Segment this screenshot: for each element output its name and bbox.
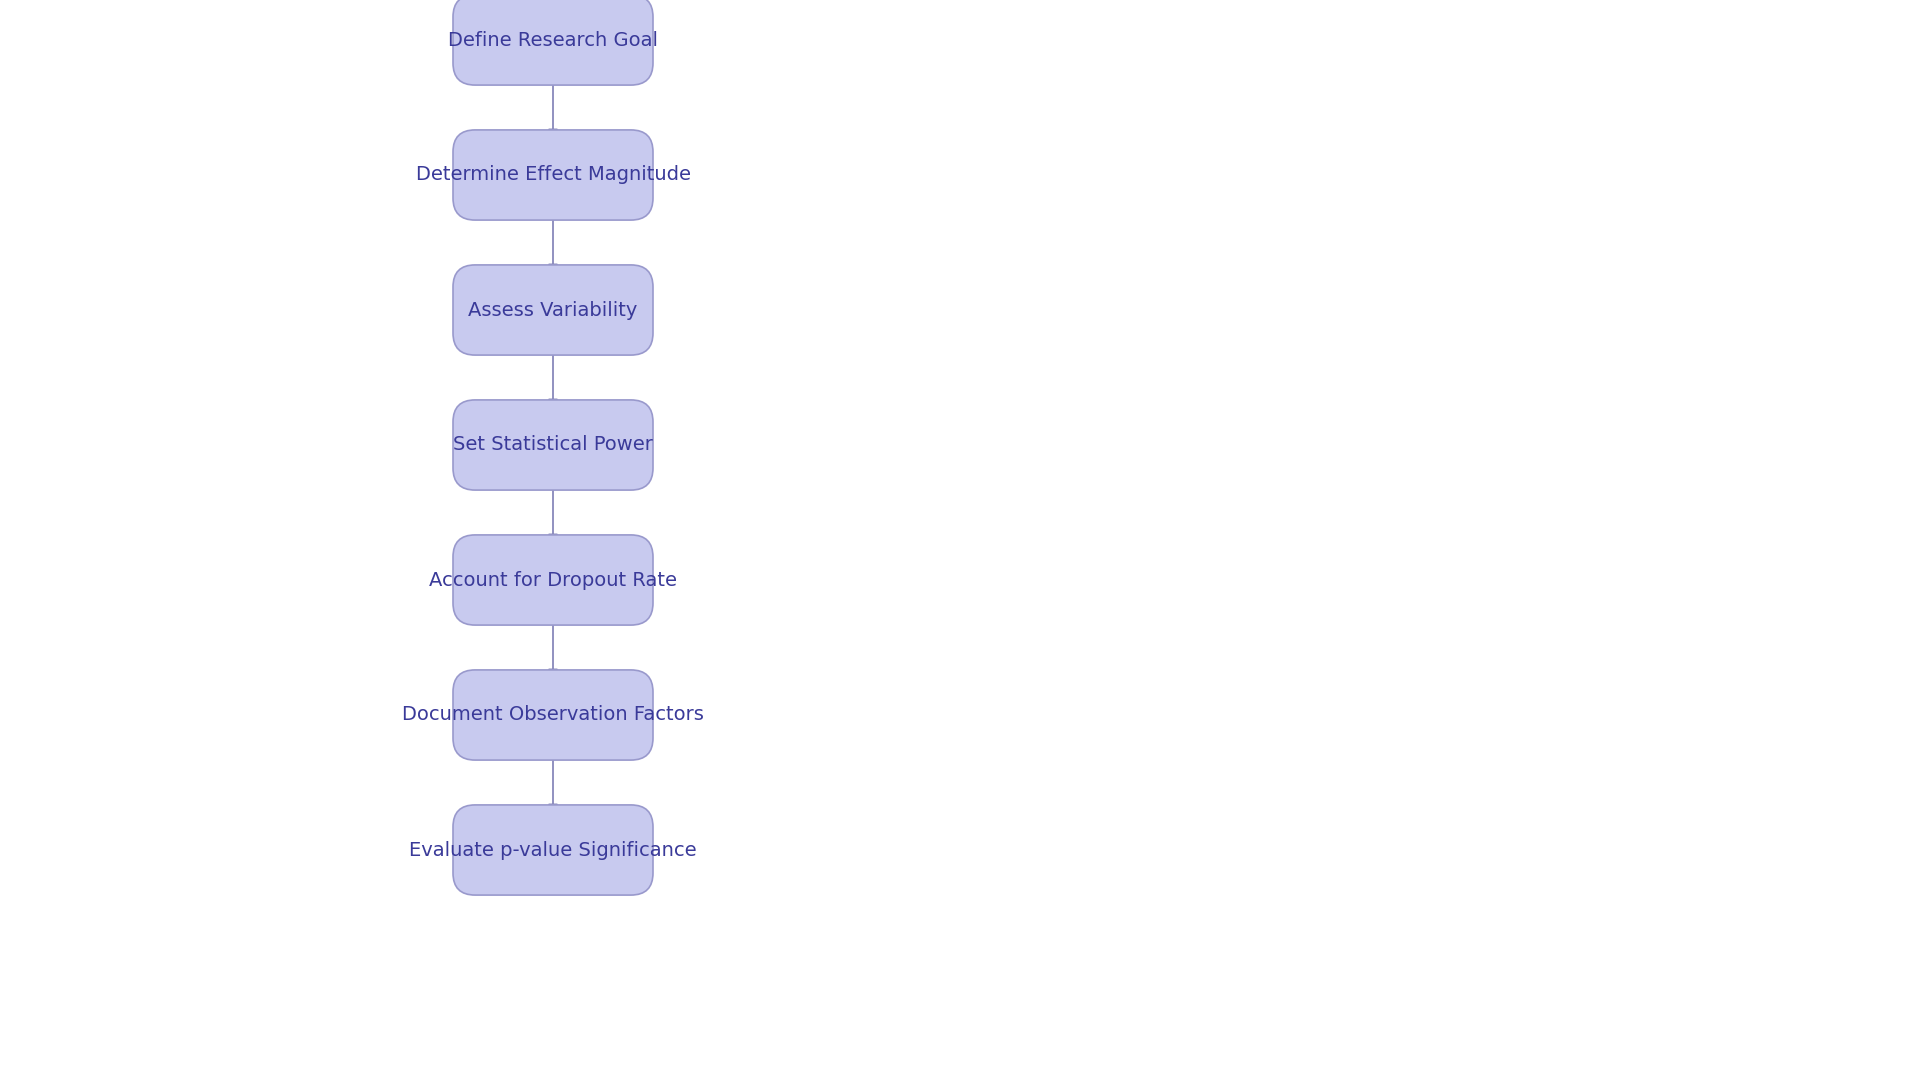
Text: Set Statistical Power: Set Statistical Power <box>453 435 653 455</box>
Text: Evaluate p-value Significance: Evaluate p-value Significance <box>409 840 697 860</box>
FancyBboxPatch shape <box>453 535 653 625</box>
Text: Document Observation Factors: Document Observation Factors <box>401 705 705 725</box>
Text: Account for Dropout Rate: Account for Dropout Rate <box>428 571 678 589</box>
FancyBboxPatch shape <box>453 670 653 760</box>
Text: Define Research Goal: Define Research Goal <box>447 30 659 50</box>
FancyBboxPatch shape <box>453 805 653 895</box>
Text: Determine Effect Magnitude: Determine Effect Magnitude <box>415 166 691 184</box>
FancyBboxPatch shape <box>453 265 653 355</box>
FancyBboxPatch shape <box>453 0 653 86</box>
FancyBboxPatch shape <box>453 130 653 220</box>
FancyBboxPatch shape <box>453 400 653 491</box>
Text: Assess Variability: Assess Variability <box>468 300 637 319</box>
